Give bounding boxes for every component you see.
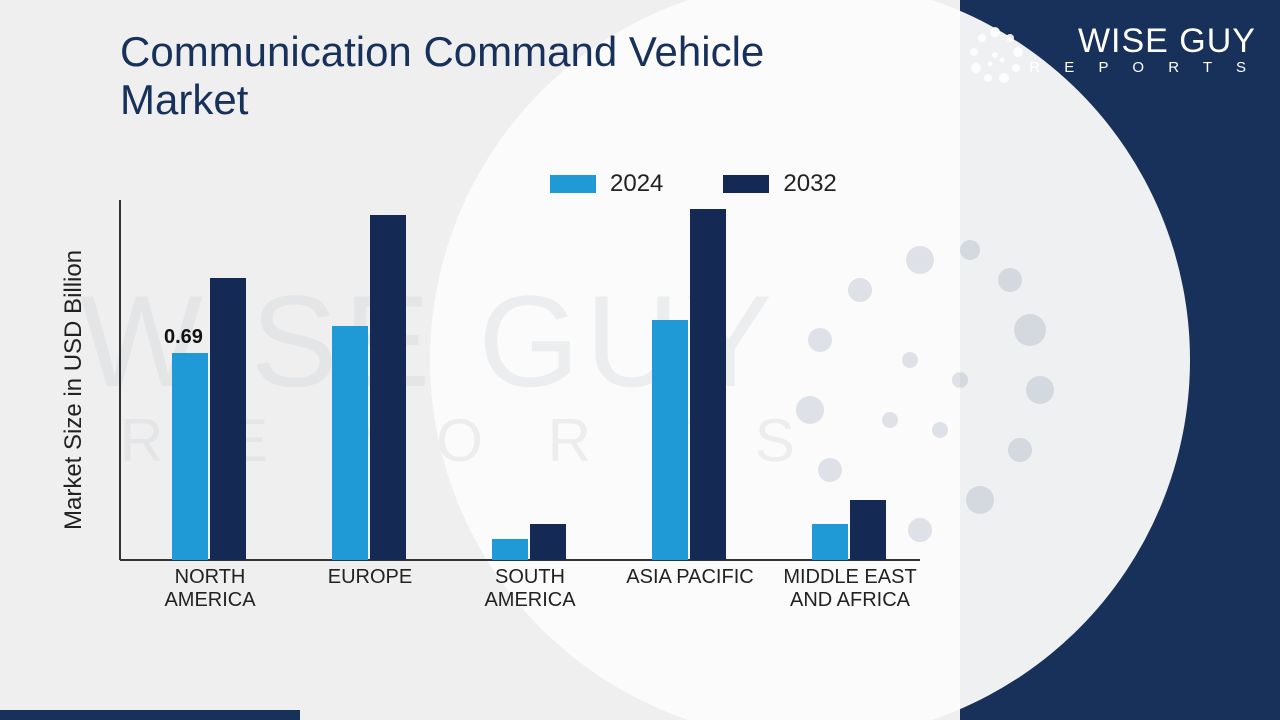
bar-2024 <box>332 326 368 560</box>
category-label: MIDDLE EAST AND AFRICA <box>780 560 920 612</box>
bar-2032 <box>530 524 566 560</box>
logo-line2: R E P O R T S <box>1029 59 1256 76</box>
legend-label: 2032 <box>783 170 836 198</box>
bar-2032 <box>210 278 246 560</box>
legend-item-2032: 2032 <box>723 170 836 198</box>
y-axis-line <box>119 200 121 560</box>
legend-swatch-2032 <box>723 175 769 193</box>
bar-2032 <box>850 500 886 560</box>
legend-item-2024: 2024 <box>550 170 663 198</box>
legend-swatch-2024 <box>550 175 596 193</box>
footer-accent-bar <box>0 710 300 720</box>
bar-2024 <box>492 539 528 560</box>
legend: 2024 2032 <box>550 170 837 198</box>
legend-label: 2024 <box>610 170 663 198</box>
category-label: SOUTH AMERICA <box>460 560 600 612</box>
chart-title: Communication Command Vehicle Market <box>120 28 860 125</box>
bar-2032 <box>690 209 726 560</box>
bar-2024 <box>172 353 208 560</box>
category-label: NORTH AMERICA <box>140 560 280 612</box>
bar-2032 <box>370 215 406 560</box>
chart-plot-area: NORTH AMERICA0.69EUROPESOUTH AMERICAASIA… <box>120 200 920 560</box>
logo-head-icon <box>960 20 1030 90</box>
brand-logo: WISE GUY R E P O R T S <box>1029 22 1256 76</box>
logo-line1: WISE GUY <box>1029 22 1256 61</box>
category-label: EUROPE <box>300 560 440 589</box>
category-label: ASIA PACIFIC <box>620 560 760 589</box>
value-label: 0.69 <box>164 326 203 349</box>
bar-2024 <box>812 524 848 560</box>
bar-2024 <box>652 320 688 560</box>
y-axis-label: Market Size in USD Billion <box>60 250 88 530</box>
